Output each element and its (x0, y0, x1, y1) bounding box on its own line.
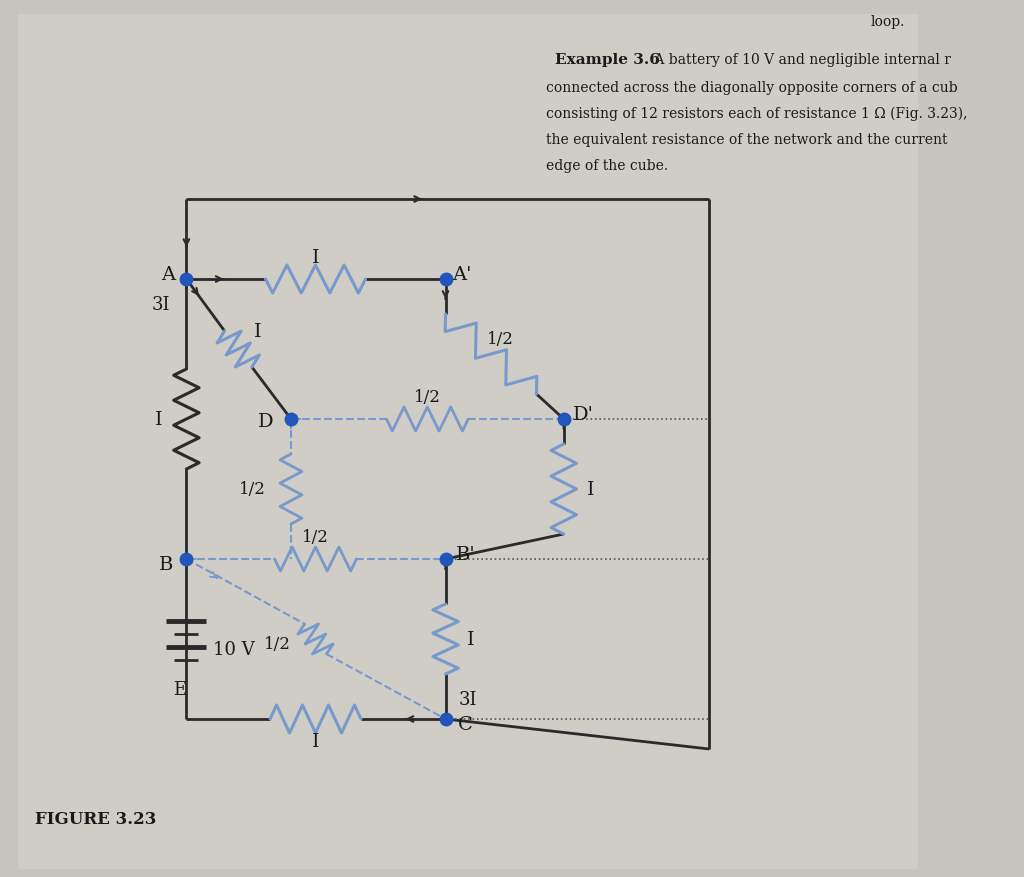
Text: 3I: 3I (459, 690, 477, 709)
Text: loop.: loop. (870, 15, 905, 29)
Text: B: B (159, 555, 174, 574)
Text: A battery of 10 V and negligible internal r: A battery of 10 V and negligible interna… (650, 53, 951, 67)
Text: D: D (258, 412, 273, 431)
Text: consisting of 12 resistors each of resistance 1 Ω (Fig. 3.23),: consisting of 12 resistors each of resis… (546, 107, 967, 121)
Text: connected across the diagonally opposite corners of a cub: connected across the diagonally opposite… (546, 81, 957, 95)
Text: B': B' (456, 545, 475, 563)
Text: A: A (161, 266, 175, 283)
Text: I: I (587, 481, 595, 498)
Text: I: I (467, 631, 475, 648)
Text: I: I (311, 732, 319, 750)
Text: 10 V: 10 V (213, 640, 255, 659)
Text: I: I (311, 249, 319, 267)
Text: D': D' (573, 405, 594, 424)
Text: 1/2: 1/2 (240, 481, 266, 498)
Text: 3I: 3I (152, 296, 170, 314)
Text: FIGURE 3.23: FIGURE 3.23 (35, 810, 157, 828)
Text: 1/2: 1/2 (414, 389, 440, 406)
Text: C: C (458, 715, 473, 733)
Text: Example 3.6: Example 3.6 (555, 53, 659, 67)
Text: I: I (156, 410, 163, 429)
Text: E: E (173, 681, 185, 698)
Text: 1/2: 1/2 (486, 332, 514, 348)
Text: edge of the cube.: edge of the cube. (546, 159, 668, 173)
Text: 1/2: 1/2 (302, 529, 329, 545)
Text: the equivalent resistance of the network and the current: the equivalent resistance of the network… (546, 132, 947, 146)
Text: A': A' (453, 266, 472, 283)
Text: 1/2: 1/2 (264, 636, 291, 652)
Text: I: I (254, 323, 262, 340)
